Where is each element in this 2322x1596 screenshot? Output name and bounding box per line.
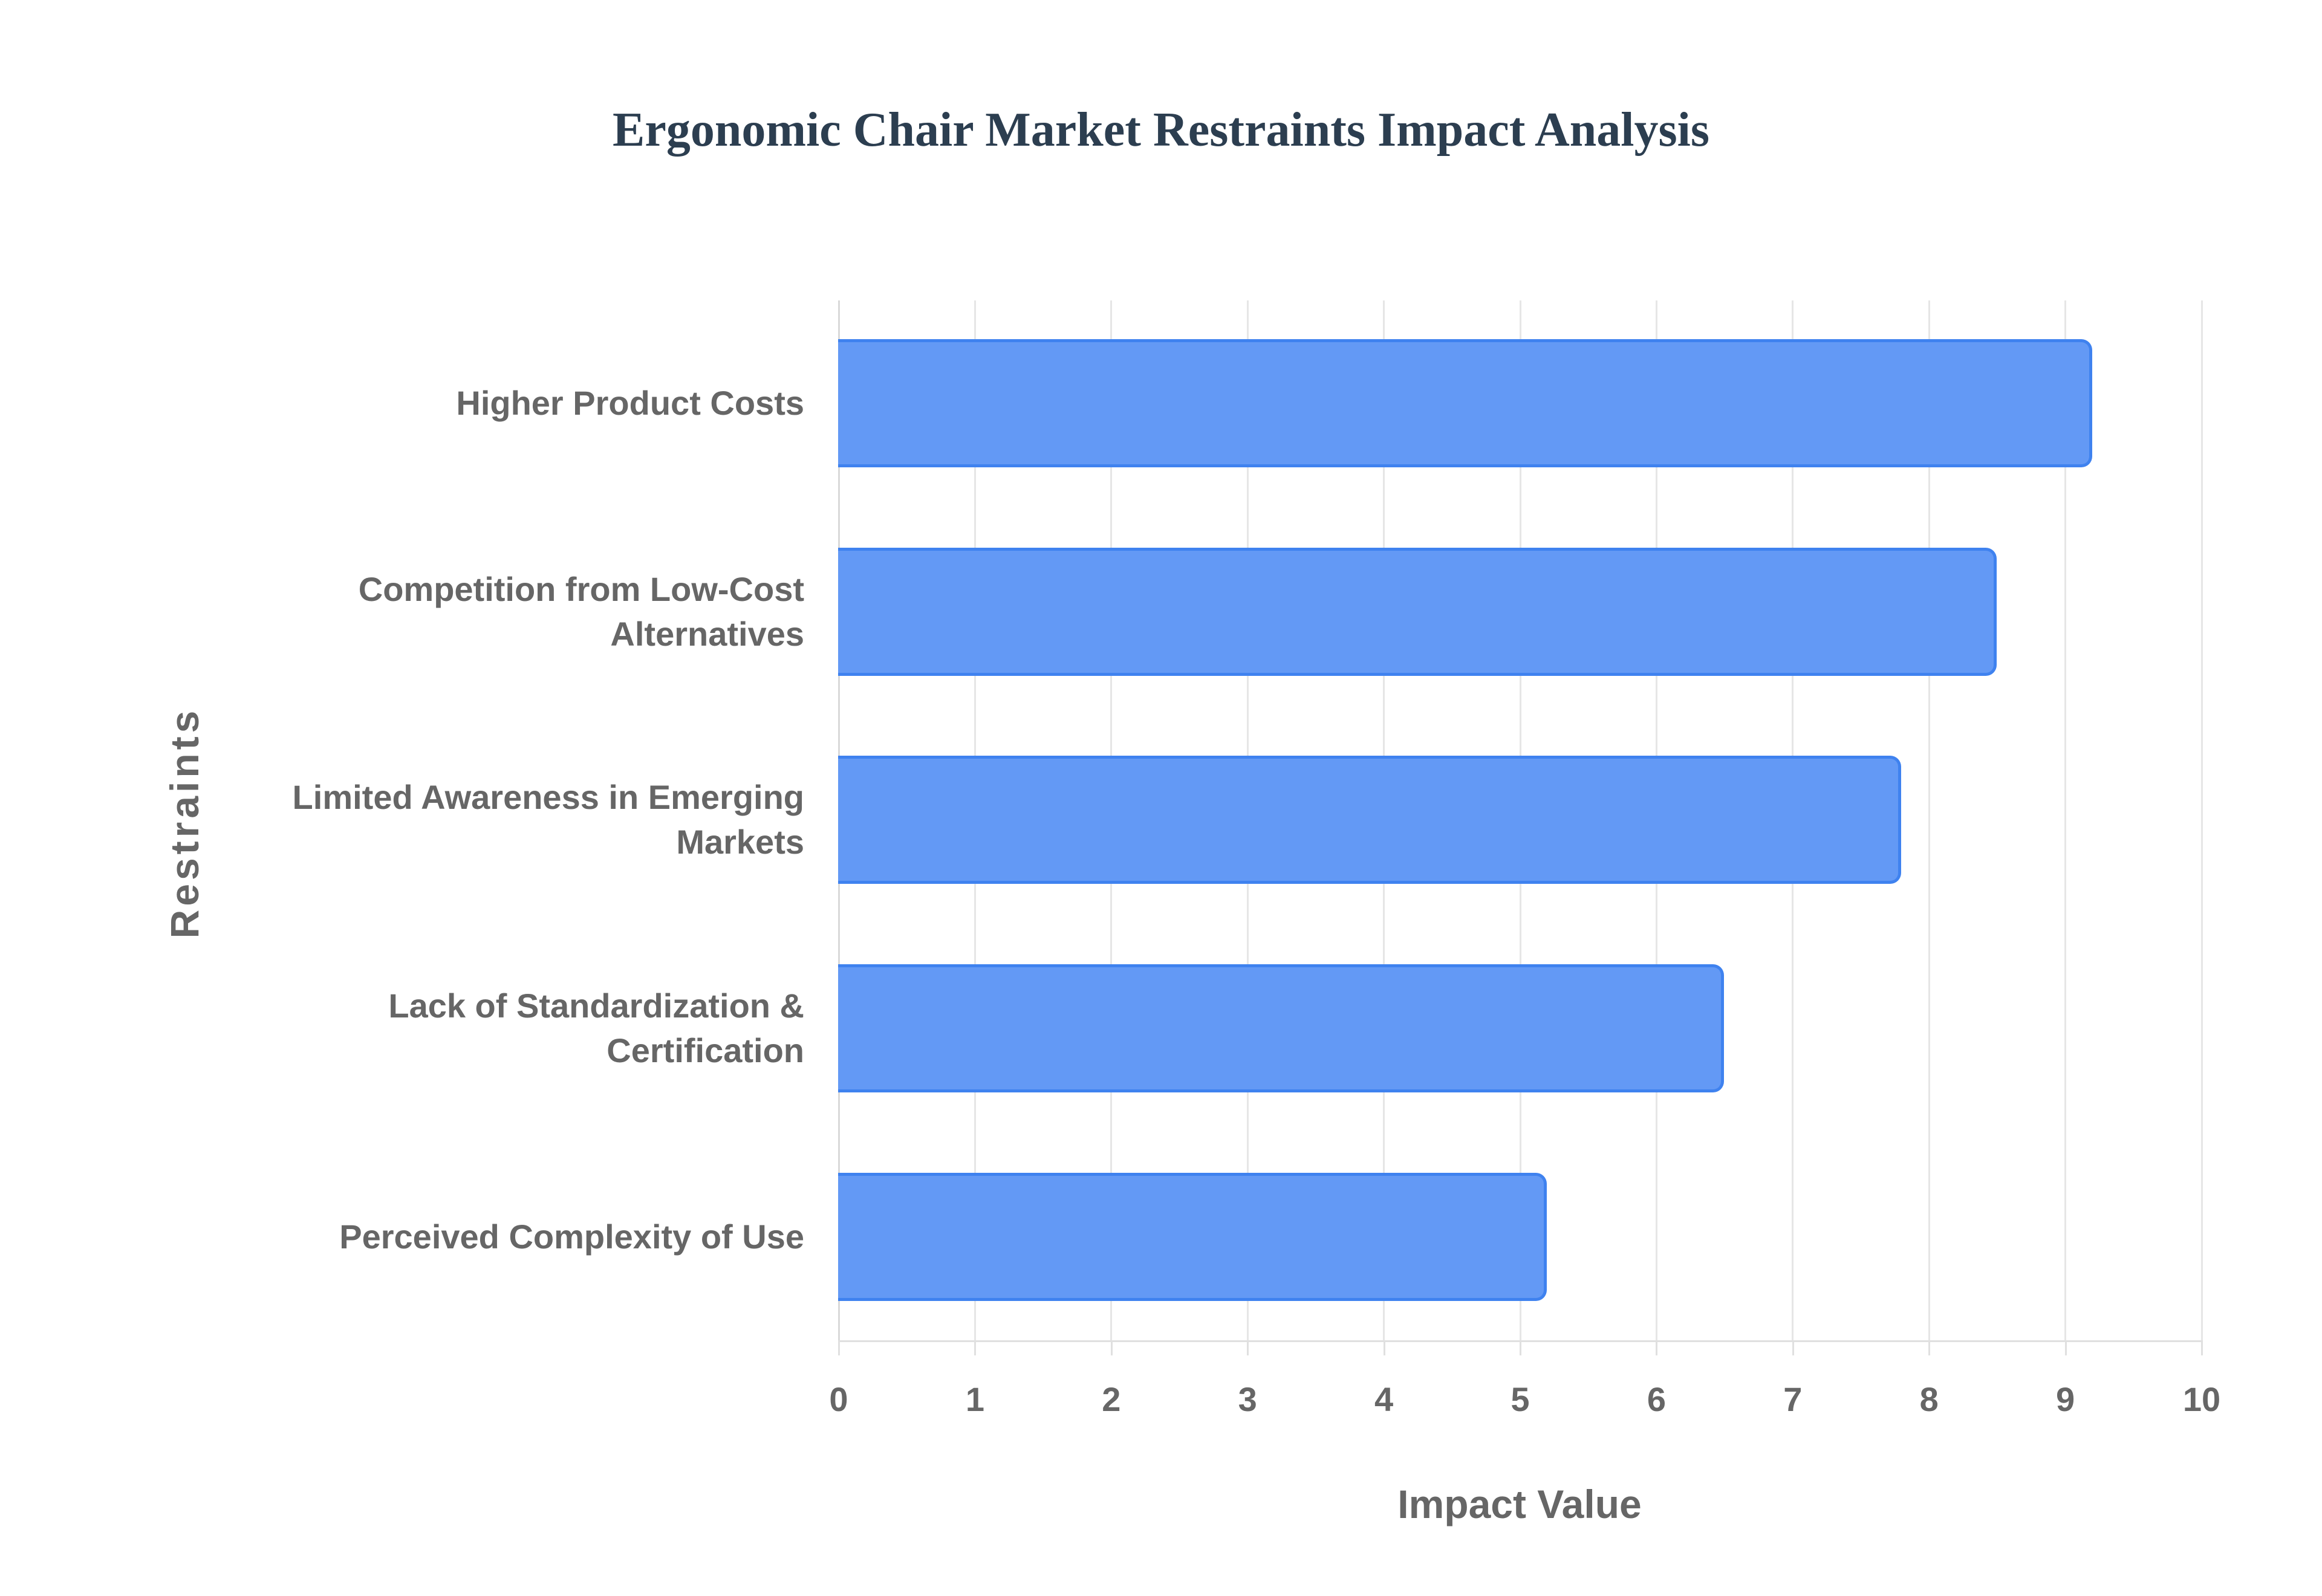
- x-tick: [1656, 1342, 1658, 1355]
- x-tick-label: 10: [2182, 1380, 2221, 1418]
- category-label-line: Limited Awareness in Emerging: [292, 778, 804, 816]
- plot-area: [838, 300, 2203, 1355]
- x-tick: [1247, 1342, 1249, 1355]
- bar[interactable]: [838, 1173, 1547, 1301]
- grid-line: [2064, 300, 2066, 1342]
- x-tick-label: 1: [965, 1380, 984, 1418]
- grid-line: [2201, 300, 2203, 1342]
- category-label: Limited Awareness in Emerging Markets: [139, 775, 804, 864]
- chart-title: Ergonomic Chair Market Restraints Impact…: [613, 103, 1709, 157]
- category-label-line: Markets: [676, 823, 804, 861]
- category-label-line: Alternatives: [610, 615, 804, 653]
- x-tick: [2201, 1342, 2203, 1355]
- grid-line: [1928, 300, 1930, 1342]
- bar[interactable]: [838, 548, 1997, 676]
- category-label: Higher Product Costs: [139, 381, 804, 426]
- x-axis-title: Impact Value: [1397, 1482, 1642, 1526]
- x-tick-label: 5: [1511, 1380, 1530, 1418]
- bar[interactable]: [838, 964, 1725, 1092]
- category-label-line: Higher Product Costs: [456, 384, 804, 422]
- category-label-line: Certification: [607, 1031, 804, 1069]
- x-tick: [1383, 1342, 1385, 1355]
- bar[interactable]: [838, 756, 1902, 884]
- category-label: Lack of Standardization & Certification: [139, 984, 804, 1073]
- x-tick-label: 9: [2056, 1380, 2075, 1418]
- x-tick: [1520, 1342, 1521, 1355]
- x-tick: [2064, 1342, 2067, 1355]
- x-tick: [1928, 1342, 1931, 1355]
- x-tick-label: 7: [1783, 1380, 1803, 1418]
- x-tick: [1110, 1342, 1113, 1355]
- x-tick: [974, 1342, 977, 1355]
- x-tick-label: 4: [1374, 1380, 1394, 1418]
- category-label: Competition from Low-Cost Alternatives: [139, 567, 804, 657]
- x-tick: [838, 1342, 840, 1355]
- x-tick-label: 8: [1919, 1380, 1939, 1418]
- x-tick-label: 6: [1647, 1380, 1666, 1418]
- category-label: Perceived Complexity of Use: [139, 1215, 804, 1259]
- category-label-line: Lack of Standardization &: [388, 987, 804, 1025]
- x-tick-label: 3: [1238, 1380, 1257, 1418]
- x-tick-label: 2: [1102, 1380, 1121, 1418]
- x-axis-line: [838, 1340, 2203, 1342]
- x-tick: [1792, 1342, 1794, 1355]
- bar[interactable]: [838, 339, 2092, 467]
- category-label-line: Perceived Complexity of Use: [339, 1218, 804, 1256]
- x-tick-label: 0: [829, 1380, 848, 1418]
- category-label-line: Competition from Low-Cost: [358, 570, 804, 608]
